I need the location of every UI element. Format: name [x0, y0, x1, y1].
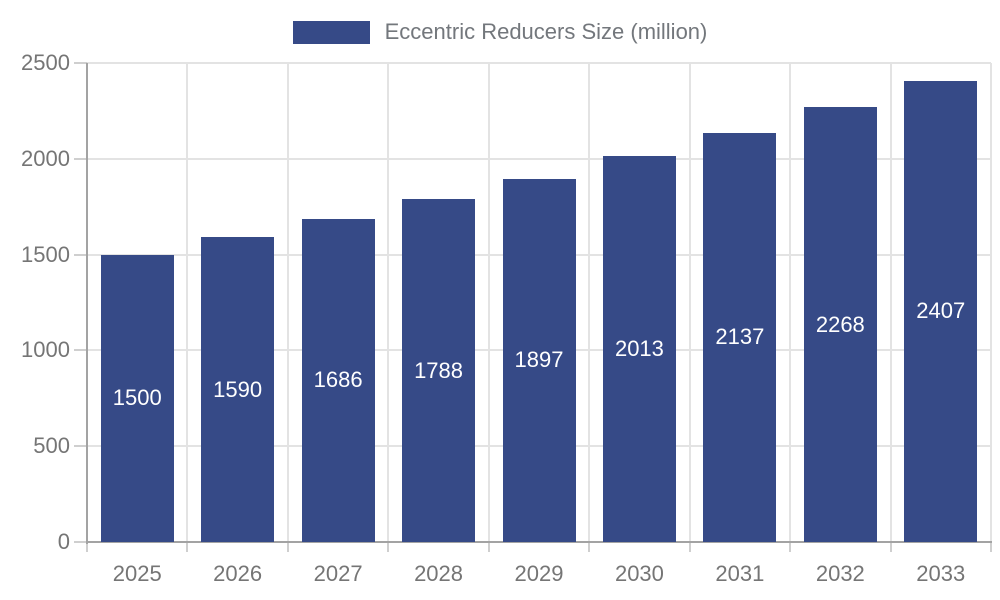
x-axis-tick-label: 2028 — [414, 561, 464, 586]
y-axis-tick-label: 1000 — [21, 337, 70, 363]
y-axis-tick-label: 2500 — [21, 50, 70, 75]
bar — [904, 80, 978, 542]
legend-label: Eccentric Reducers Size (million) — [384, 19, 708, 44]
y-axis-tick — [74, 62, 87, 64]
bar — [502, 178, 576, 542]
bar — [602, 156, 676, 542]
bar — [100, 254, 174, 542]
y-axis-tick — [74, 349, 87, 352]
x-axis-tick — [990, 543, 992, 552]
x-axis-tick-label: 2032 — [815, 561, 865, 586]
v-gridline — [990, 63, 992, 542]
x-axis-tick — [588, 543, 591, 552]
v-gridline — [688, 63, 691, 542]
x-axis-tick — [789, 543, 792, 552]
y-axis-tick-label: 1500 — [21, 241, 70, 267]
x-axis-tick-label: 2027 — [313, 561, 363, 586]
x-axis-tick — [186, 543, 189, 552]
legend-swatch-icon — [292, 20, 370, 44]
x-axis-tick — [487, 543, 490, 552]
v-gridline — [789, 63, 792, 542]
y-axis-tick-label: 500 — [33, 433, 70, 459]
v-gridline — [487, 63, 490, 542]
x-axis-tick-label: 2033 — [916, 561, 966, 586]
y-axis-tick-label: 2000 — [21, 145, 70, 171]
bar — [703, 132, 777, 542]
x-axis-tick — [387, 543, 390, 552]
chart-legend[interactable]: Eccentric Reducers Size (million) — [0, 19, 1000, 45]
x-axis-tick-label: 2025 — [112, 561, 162, 586]
x-axis-tick — [86, 543, 88, 552]
v-gridline — [588, 63, 591, 542]
x-axis-tick-label: 2031 — [715, 561, 765, 586]
v-gridline — [286, 63, 289, 542]
x-axis-tick — [688, 543, 691, 552]
bar — [402, 199, 476, 542]
x-axis-tick — [286, 543, 289, 552]
x-axis-tick-label: 2026 — [213, 561, 263, 586]
y-axis-tick — [74, 157, 87, 160]
bar — [201, 237, 275, 542]
v-gridline — [387, 63, 390, 542]
y-axis-tick-label: 0 — [57, 529, 70, 554]
x-axis-tick — [889, 543, 892, 552]
y-axis-tick — [74, 445, 87, 448]
x-axis-tick-label: 2029 — [514, 561, 564, 586]
y-axis-tick — [74, 253, 87, 256]
v-gridline — [889, 63, 892, 542]
bar — [803, 107, 877, 542]
v-gridline — [186, 63, 189, 542]
y-axis-tick — [74, 541, 87, 543]
h-gridline — [87, 62, 991, 64]
bar — [301, 218, 375, 542]
y-axis-line — [86, 63, 88, 544]
x-axis-tick-label: 2030 — [614, 561, 664, 586]
